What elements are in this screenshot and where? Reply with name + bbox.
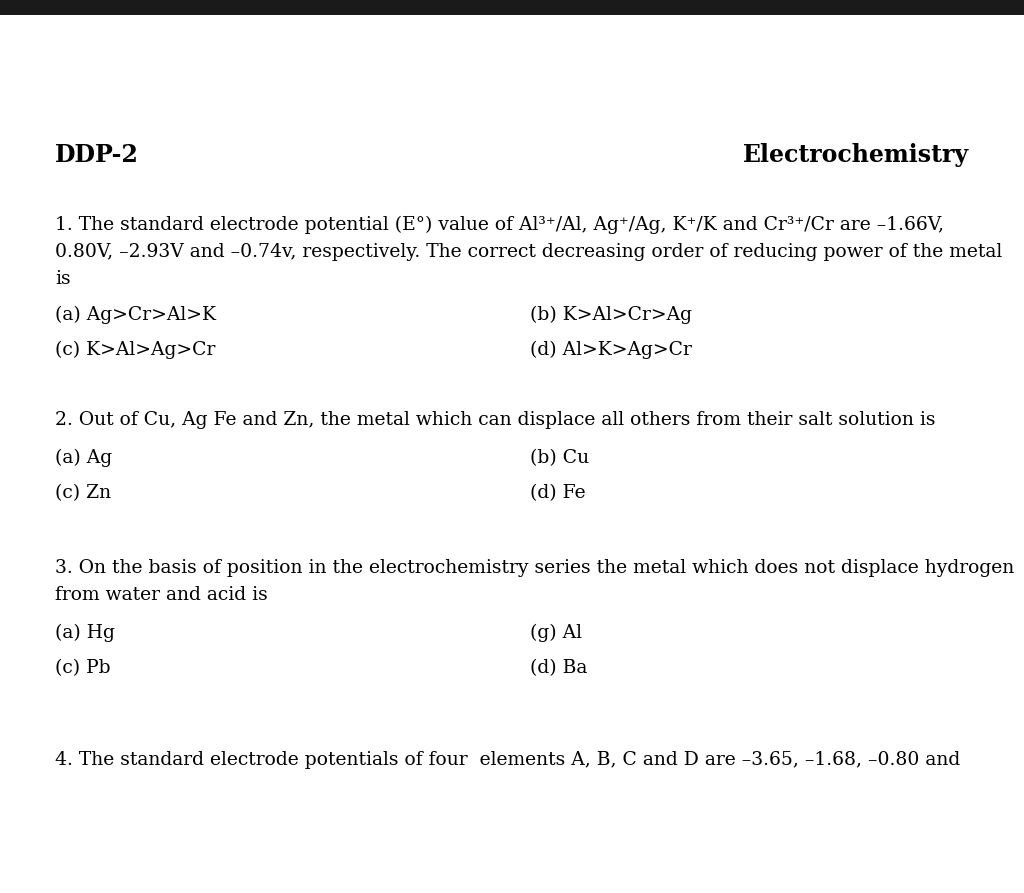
Text: (c) Pb: (c) Pb [55,659,111,677]
Text: 1. The standard electrode potential (E°) value of Al³⁺/Al, Ag⁺/Ag, K⁺/K and Cr³⁺: 1. The standard electrode potential (E°)… [55,216,944,234]
Text: DDP-2: DDP-2 [55,143,139,167]
Text: 4. The standard electrode potentials of four  elements A, B, C and D are –3.65, : 4. The standard electrode potentials of … [55,751,961,769]
Text: (a) Ag: (a) Ag [55,449,112,467]
Text: (c) Zn: (c) Zn [55,484,112,502]
Text: (d) Fe: (d) Fe [530,484,586,502]
Text: 2. Out of Cu, Ag Fe and Zn, the metal which can displace all others from their s: 2. Out of Cu, Ag Fe and Zn, the metal wh… [55,411,936,429]
Text: (b) Cu: (b) Cu [530,449,589,467]
Text: 3. On the basis of position in the electrochemistry series the metal which does : 3. On the basis of position in the elect… [55,559,1014,577]
Text: is: is [55,270,71,288]
Text: (d) Al>K>Ag>Cr: (d) Al>K>Ag>Cr [530,341,692,359]
Text: (a) Hg: (a) Hg [55,624,115,642]
Text: Electrochemistry: Electrochemistry [742,143,969,167]
Text: (a) Ag>Cr>Al>K: (a) Ag>Cr>Al>K [55,306,216,324]
Text: (c) K>Al>Ag>Cr: (c) K>Al>Ag>Cr [55,341,215,359]
Text: from water and acid is: from water and acid is [55,586,267,604]
Text: (g) Al: (g) Al [530,624,582,642]
Text: (d) Ba: (d) Ba [530,659,588,677]
Text: (b) K>Al>Cr>Ag: (b) K>Al>Cr>Ag [530,306,692,324]
Bar [0,0,1024,15]
Text: 0.80V, –2.93V and –0.74v, respectively. The correct decreasing order of reducing: 0.80V, –2.93V and –0.74v, respectively. … [55,243,1002,261]
